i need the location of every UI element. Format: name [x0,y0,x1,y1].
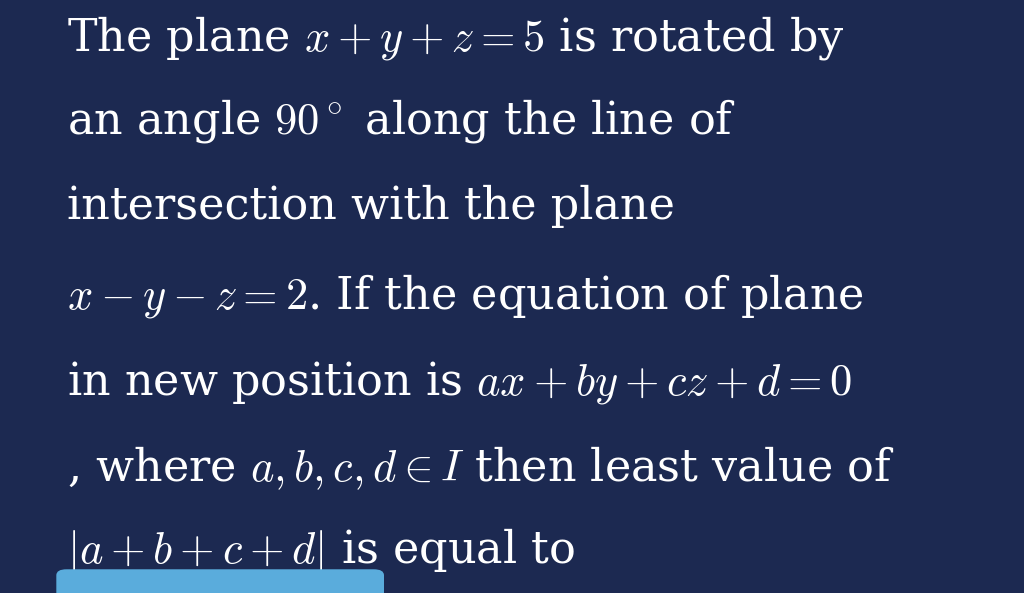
Text: in new position is $ax + by + cz + d = 0$: in new position is $ax + by + cz + d = 0… [67,359,852,406]
Text: , where $a, b, c, d \in I$ then least value of: , where $a, b, c, d \in I$ then least va… [67,445,894,492]
Text: The plane $x + y + z = 5$ is rotated by: The plane $x + y + z = 5$ is rotated by [67,14,845,62]
Text: $x - y - z = 2$. If the equation of plane: $x - y - z = 2$. If the equation of plan… [67,272,863,320]
FancyBboxPatch shape [56,569,384,593]
Text: intersection with the plane: intersection with the plane [67,185,675,228]
Text: $|a + b + c + d|$ is equal to: $|a + b + c + d|$ is equal to [67,527,574,576]
Text: an angle $90^\circ$ along the line of: an angle $90^\circ$ along the line of [67,97,735,145]
